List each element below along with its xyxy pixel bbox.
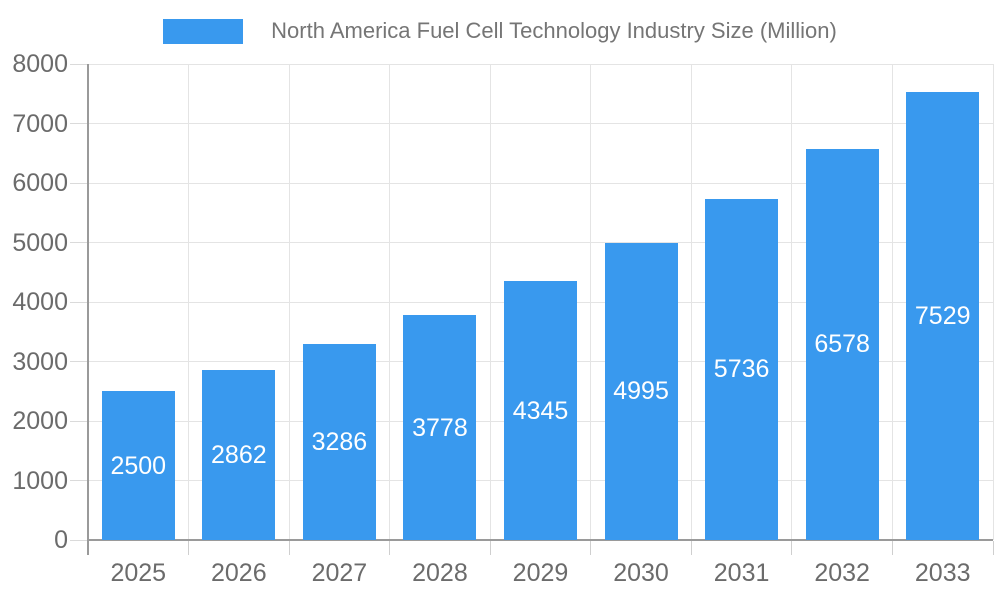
gridline-vertical — [690, 64, 692, 540]
y-tick-label: 2000 — [12, 407, 68, 435]
bar-value-label: 7529 — [914, 302, 971, 330]
x-tick-label: 2032 — [814, 559, 870, 587]
bar-2030[interactable] — [604, 242, 678, 540]
x-tick-label: 2031 — [713, 559, 770, 587]
y-tick-label: 1000 — [12, 466, 68, 495]
y-tick-label: 4000 — [12, 288, 68, 316]
x-tick-label: 2027 — [311, 559, 368, 587]
gridline-vertical — [489, 64, 491, 540]
bar-2025[interactable] — [101, 391, 175, 540]
bar-value-label: 2862 — [211, 440, 267, 469]
y-axis-tick — [70, 123, 88, 124]
bar-value-label: 3778 — [412, 413, 468, 442]
gridline-horizontal — [88, 242, 993, 243]
legend-label: North America Fuel Cell Technology Indus… — [271, 18, 837, 43]
y-tick-label: 6000 — [12, 169, 68, 197]
gridline-horizontal — [88, 63, 993, 65]
x-axis-tick — [891, 541, 893, 555]
y-axis-tick — [70, 361, 88, 362]
bar-2033[interactable] — [906, 92, 980, 540]
x-tick-label: 2028 — [412, 559, 468, 587]
bar-value-label: 3286 — [311, 428, 368, 457]
y-axis-tick — [70, 420, 88, 422]
y-axis-tick — [70, 539, 88, 541]
bar-value-label: 6578 — [814, 330, 870, 359]
x-axis-line — [88, 539, 993, 541]
x-axis-tick — [590, 541, 592, 555]
legend-swatch — [163, 18, 244, 44]
gridline-horizontal — [88, 182, 993, 184]
bar-value-label: 5736 — [713, 355, 770, 384]
x-axis-tick — [288, 541, 290, 555]
x-axis-tick — [992, 541, 994, 555]
x-tick-label: 2029 — [512, 559, 569, 587]
gridline-vertical — [288, 64, 290, 540]
gridline-vertical — [188, 64, 190, 540]
y-axis-tick — [70, 242, 88, 243]
x-axis-tick — [690, 541, 692, 555]
x-axis-tick — [389, 541, 391, 555]
x-tick-label: 2025 — [110, 559, 167, 587]
bar-value-label: 4345 — [512, 396, 569, 425]
bar-2026[interactable] — [202, 369, 276, 540]
y-tick-label: 3000 — [12, 347, 68, 376]
y-axis-tick — [70, 182, 88, 184]
gridline-vertical — [389, 64, 391, 540]
gridline-vertical — [791, 64, 793, 540]
bar-2028[interactable] — [403, 315, 477, 540]
y-axis-tick — [70, 63, 88, 65]
y-tick-label: 5000 — [12, 228, 68, 257]
bar-2029[interactable] — [504, 281, 577, 540]
y-tick-label: 0 — [54, 526, 68, 554]
bar-2031[interactable] — [705, 198, 779, 540]
legend-item[interactable]: North America Fuel Cell Technology Indus… — [0, 16, 1000, 46]
gridline-horizontal — [88, 123, 993, 124]
x-tick-label: 2026 — [211, 559, 267, 587]
x-tick-label: 2030 — [613, 559, 669, 587]
y-tick-label: 8000 — [12, 50, 68, 78]
bar-2032[interactable] — [805, 148, 879, 540]
bar-value-label: 4995 — [613, 377, 669, 406]
bar-2027[interactable] — [302, 344, 376, 540]
x-axis-tick — [489, 541, 491, 555]
x-axis-tick — [791, 541, 793, 555]
y-tick-label: 7000 — [12, 109, 68, 138]
gridline-vertical — [992, 64, 994, 540]
y-axis-tick — [70, 480, 88, 481]
y-axis-tick — [70, 301, 88, 303]
gridline-vertical — [891, 64, 893, 540]
y-axis-line — [87, 64, 89, 555]
x-tick-label: 2033 — [914, 559, 971, 587]
gridline-vertical — [590, 64, 592, 540]
bar-value-label: 2500 — [110, 451, 167, 480]
x-axis-tick — [188, 541, 190, 555]
